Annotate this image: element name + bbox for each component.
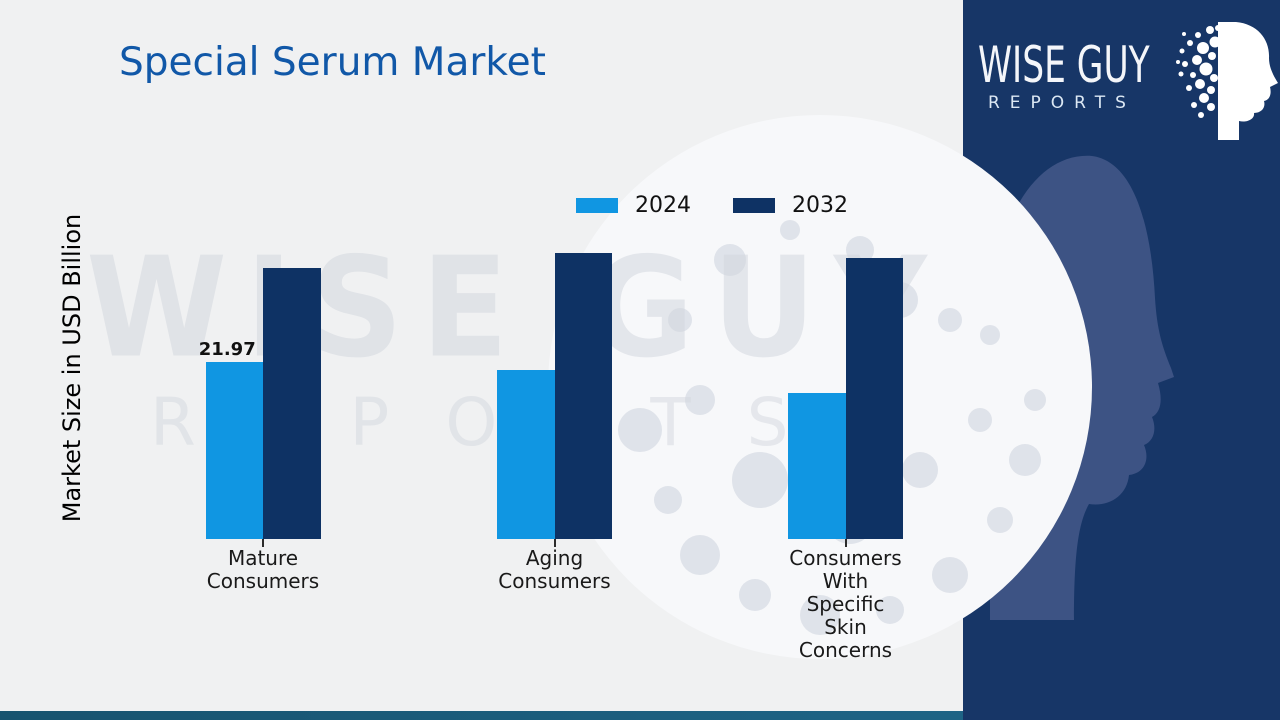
legend: 2024 2032: [576, 193, 890, 218]
watermark-blob: [800, 595, 840, 635]
chart-title: Special Serum Market: [119, 40, 546, 85]
category-label-line: Consumers: [789, 546, 902, 570]
bar-2024-aging-consumers: [497, 369, 555, 539]
category-label-line: Skin: [824, 615, 867, 639]
category-label-line: Concerns: [798, 638, 893, 662]
legend-item-2032: 2032: [733, 193, 848, 218]
category-label-line: With: [822, 569, 869, 593]
watermark-blob: [668, 308, 692, 332]
bar-2032-mature-consumers: [263, 268, 321, 539]
watermark-blob: [732, 452, 788, 508]
watermark-blob: [618, 408, 662, 452]
watermark-blob: [680, 535, 720, 575]
brand-logo-name: WISE GUY: [978, 36, 1150, 94]
bar-2032-aging-consumers: [554, 252, 612, 539]
brand-logo-sub: REPORTS: [988, 93, 1136, 113]
bar-value-label: 21.97: [198, 338, 256, 360]
bar-2032-consumers-with-specific-skin-concerns: [845, 257, 903, 539]
watermark-blob: [714, 244, 746, 276]
watermark-blob: [876, 596, 904, 624]
bar-2024-consumers-with-specific-skin-concerns: [788, 393, 846, 539]
brand-logo: WISE GUY REPORTS: [978, 22, 1278, 140]
watermark-blob: [980, 325, 1000, 345]
legend-label-2024: 2024: [635, 193, 691, 218]
y-axis-label: Market Size in USD Billion: [58, 213, 86, 523]
watermark-circle: [548, 115, 1092, 659]
category-label-aging-consumers: Aging Consumers: [435, 547, 675, 593]
x-axis-tick: [553, 539, 556, 547]
watermark-blob: [780, 220, 800, 240]
bottom-accent-bar: [0, 711, 1280, 720]
watermark-blob: [1009, 444, 1041, 476]
watermark-blob: [932, 557, 968, 593]
category-label-mature-consumers: Mature Consumers: [143, 547, 383, 593]
x-axis-tick: [844, 539, 847, 547]
category-label-line: Aging: [525, 546, 584, 570]
watermark-blob: [685, 385, 715, 415]
watermark-blob: [968, 408, 992, 432]
legend-item-2024: 2024: [576, 193, 691, 218]
legend-label-2032: 2032: [792, 193, 848, 218]
legend-swatch-2032: [733, 198, 775, 213]
legend-swatch-2024: [576, 198, 618, 213]
x-axis-tick: [262, 539, 264, 547]
category-label-line: Consumers: [498, 569, 611, 593]
watermark-blob: [902, 452, 938, 488]
category-label-line: Mature: [227, 546, 299, 570]
brand-logo-face-icon: [1176, 22, 1278, 140]
category-label-line: Consumers: [206, 569, 320, 593]
watermark-blob: [987, 507, 1013, 533]
category-label-line: Specific: [806, 592, 885, 616]
watermark-blob: [739, 579, 771, 611]
watermark-blob: [1024, 389, 1046, 411]
watermark-blob: [654, 486, 682, 514]
category-label-consumers-with-specific-skin-concerns: Consumers With Specific Skin Concerns: [726, 547, 966, 662]
watermark-blob: [938, 308, 962, 332]
bar-2024-mature-consumers: [205, 361, 263, 539]
